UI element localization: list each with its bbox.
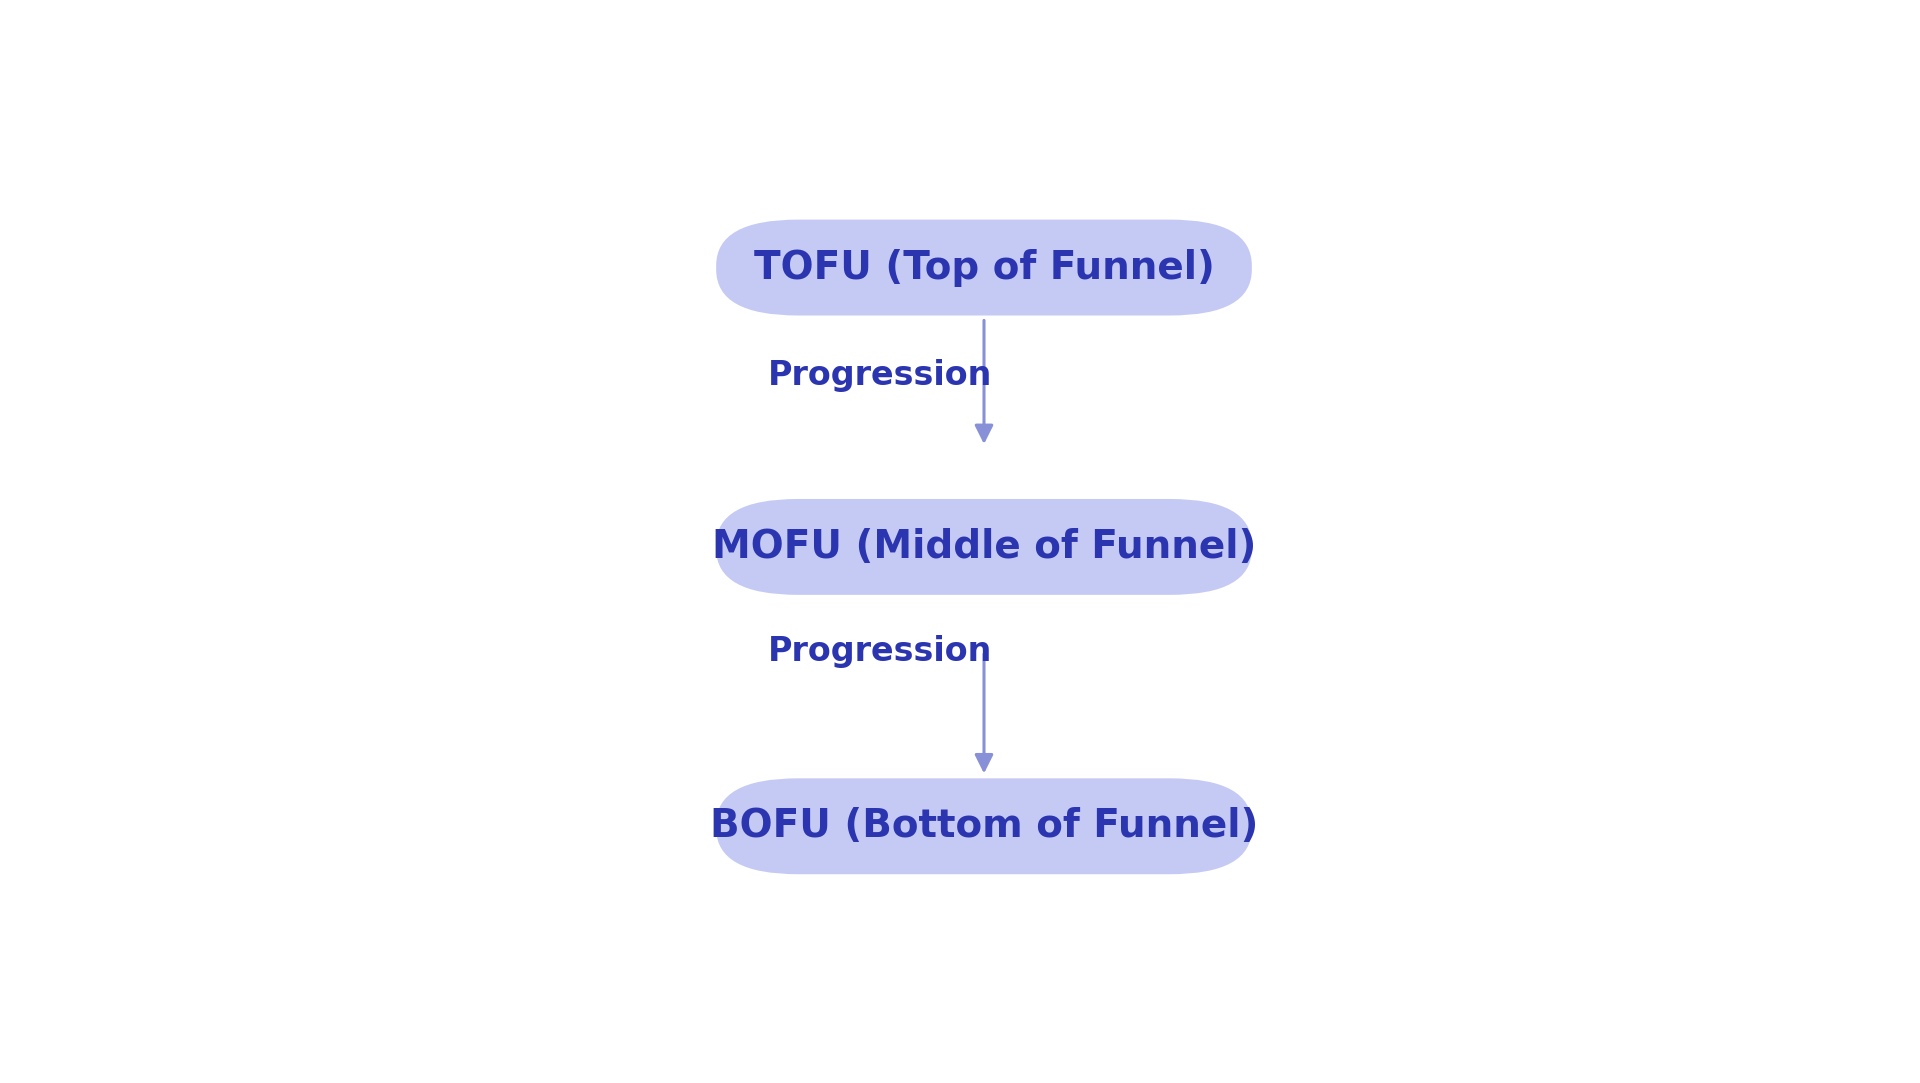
Text: Progression: Progression — [768, 635, 993, 667]
Text: Progression: Progression — [768, 360, 993, 392]
FancyBboxPatch shape — [716, 220, 1252, 315]
FancyBboxPatch shape — [716, 779, 1252, 874]
FancyBboxPatch shape — [716, 499, 1252, 595]
Text: TOFU (Top of Funnel): TOFU (Top of Funnel) — [753, 249, 1215, 287]
Text: BOFU (Bottom of Funnel): BOFU (Bottom of Funnel) — [710, 807, 1258, 845]
Text: MOFU (Middle of Funnel): MOFU (Middle of Funnel) — [712, 527, 1256, 566]
